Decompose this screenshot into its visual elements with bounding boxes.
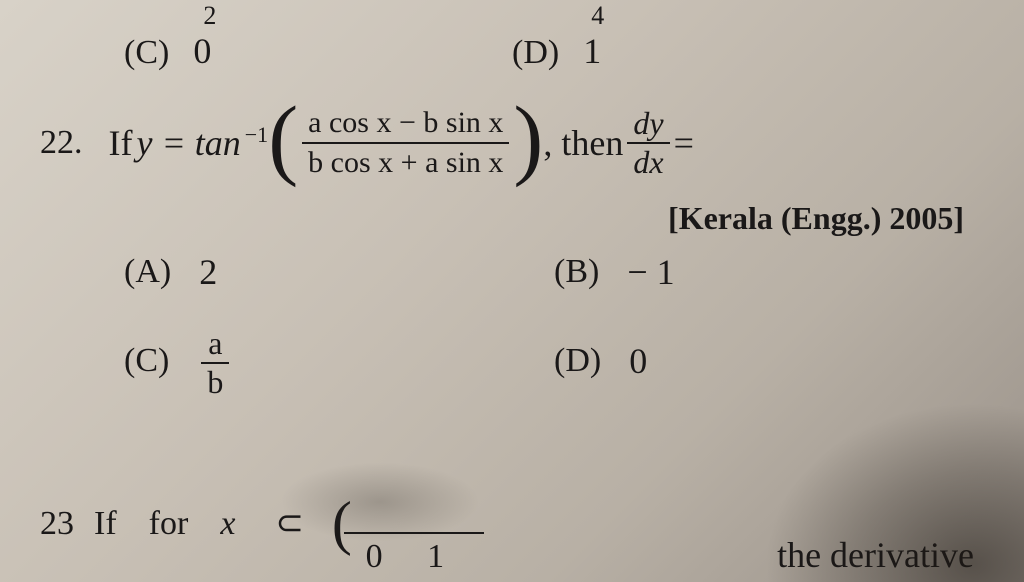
question-number: 22. — [40, 124, 83, 162]
cut-fraction: 0 1 — [344, 520, 484, 576]
option-a: (A) 2 — [124, 251, 554, 293]
option-value: a b — [197, 321, 233, 401]
option-label: (D) — [512, 34, 559, 72]
option-b: (B) − 1 — [554, 251, 984, 293]
option-value: 0 — [629, 340, 647, 382]
dy: dy — [627, 105, 669, 142]
q23-x: x — [220, 505, 235, 543]
equals: = — [674, 122, 694, 164]
matrix-row: 0 1 — [366, 534, 463, 576]
text-ytan: y = tan — [136, 122, 240, 164]
option-label: (D) — [554, 342, 601, 380]
q23-number: 23 — [40, 505, 74, 543]
option-value: 2 — [199, 251, 217, 293]
next-question-partial: 23 If for x ⊂ 0 1 the derivative — [40, 503, 984, 576]
dx: dx — [627, 144, 669, 181]
option-value: 4 1 — [583, 30, 601, 72]
main-fraction: a cos x − b sin x b cos x + a sin x — [302, 104, 509, 182]
fraction-denominator: b cos x + a sin x — [302, 144, 509, 182]
question-text: If y = tan −1 ( a cos x − b sin x b cos … — [109, 104, 694, 182]
source-citation: [Kerala (Engg.) 2005] — [40, 200, 984, 237]
prev-option-d: (D) 4 1 — [512, 30, 984, 72]
frac-b: b — [201, 364, 229, 401]
fraction-numerator: a cos x − b sin x — [302, 104, 509, 142]
option-value: 2 0 — [193, 30, 211, 72]
option-d: (D) 0 — [554, 340, 984, 382]
option-label: (A) — [124, 253, 171, 291]
exponent: −1 — [245, 122, 268, 148]
q23-for: for — [149, 505, 189, 543]
option-label: (B) — [554, 253, 599, 291]
derivative-text: the derivative — [777, 534, 984, 576]
q23-fragment: 23 If for x ⊂ 0 1 — [40, 503, 484, 576]
option-c: (C) a b — [124, 321, 554, 401]
prev-option-c: (C) 2 0 — [40, 30, 512, 72]
previous-question-options: (C) 2 0 (D) 4 1 — [40, 30, 984, 72]
q23-if: If — [94, 505, 117, 543]
text-if: If — [109, 122, 133, 164]
ab-fraction: a b — [201, 325, 229, 401]
question-22: 22. If y = tan −1 ( a cos x − b sin x b … — [40, 104, 984, 182]
option-label: (C) — [124, 342, 169, 380]
frac-a: a — [202, 325, 228, 362]
text-then: , then — [543, 122, 623, 164]
dydx-fraction: dy dx — [627, 105, 669, 181]
option-label: (C) — [124, 34, 169, 72]
option-value: − 1 — [627, 251, 674, 293]
answer-options: (A) 2 (B) − 1 (C) a b (D) 0 — [40, 251, 984, 401]
